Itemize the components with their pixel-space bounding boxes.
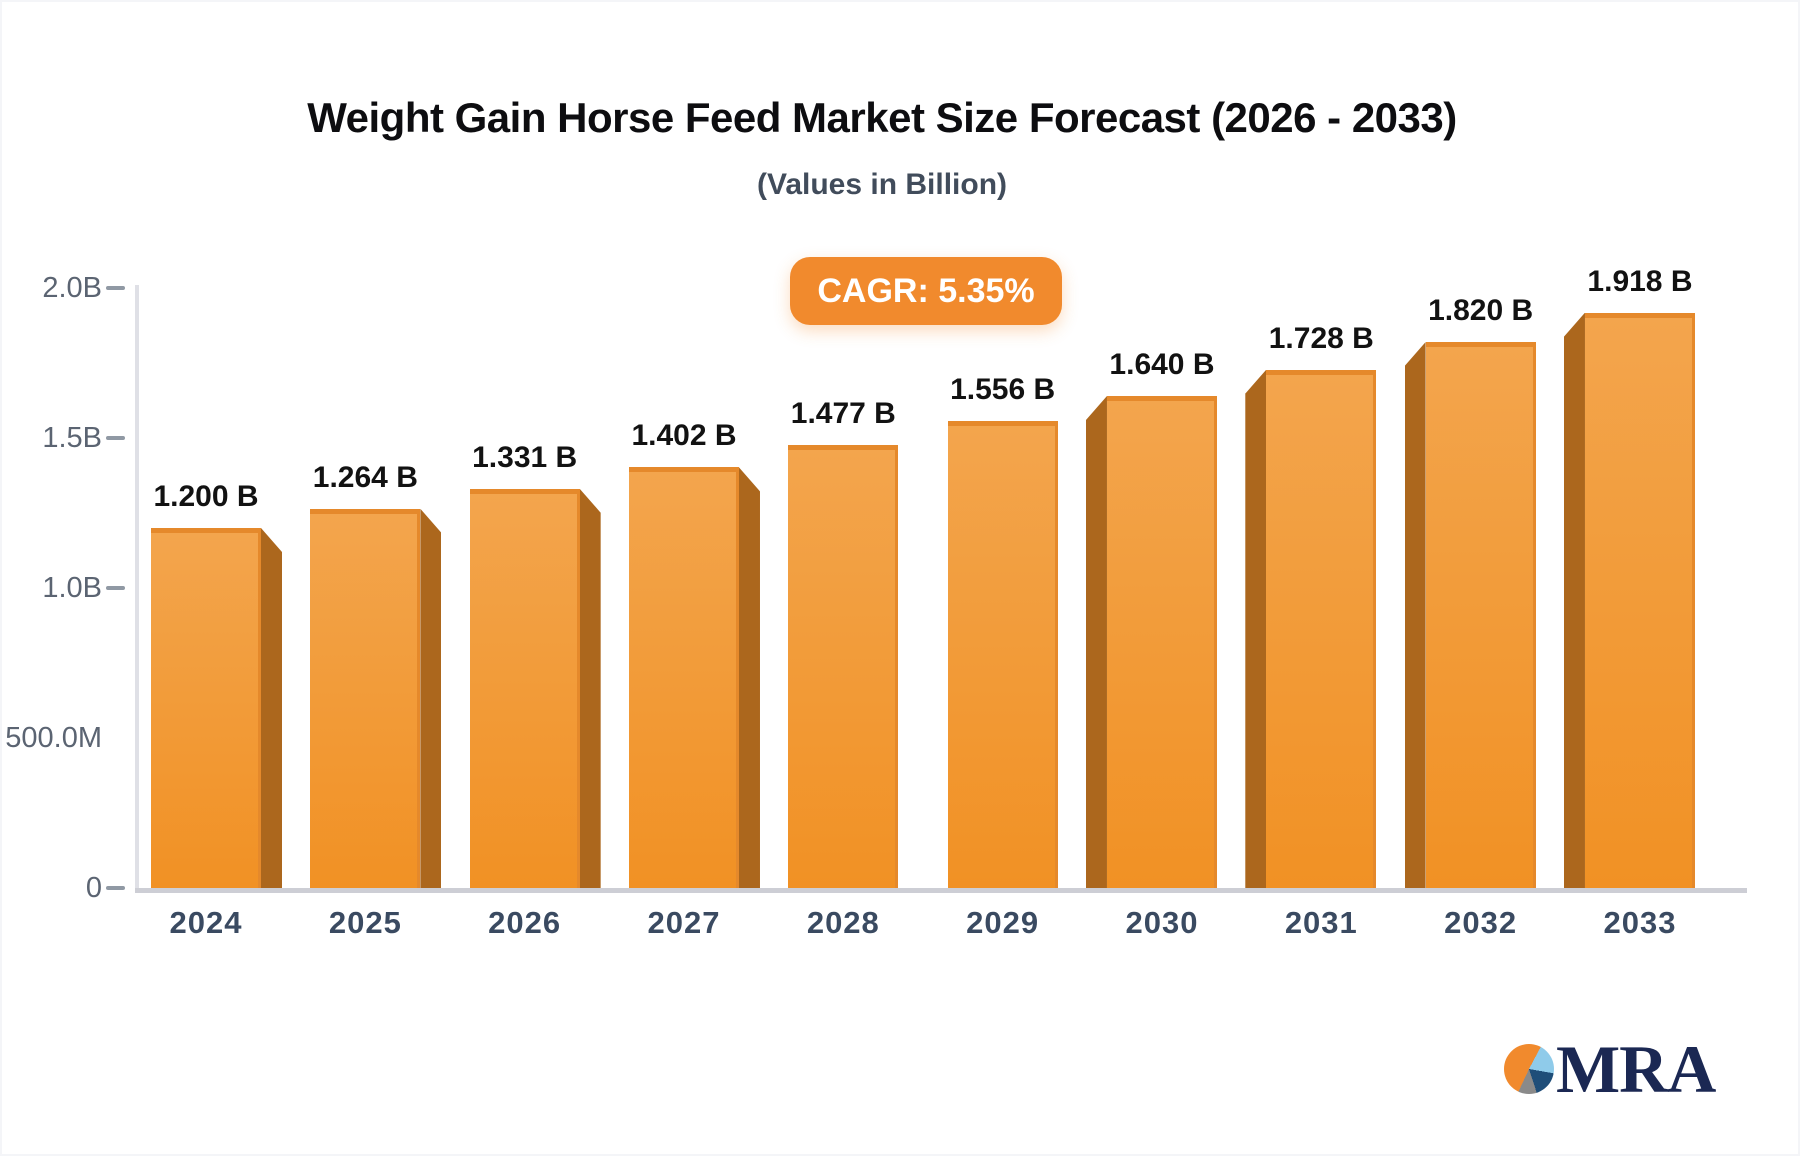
x-tick-label: 2033: [1603, 905, 1677, 940]
bar: [1425, 342, 1536, 888]
bar-side: [579, 488, 601, 888]
bar: [151, 528, 261, 888]
x-tick-label: 2032: [1444, 905, 1518, 940]
chart-title: Weight Gain Horse Feed Market Size Forec…: [307, 94, 1457, 141]
y-tick-mark: [106, 586, 125, 590]
brand-logo: MRA: [1504, 1031, 1716, 1107]
x-tick-label: 2027: [647, 905, 721, 940]
bar-side: [420, 508, 442, 888]
bar: [788, 444, 899, 888]
bar-value-label: 1.556 B: [950, 373, 1056, 407]
bar: [1584, 312, 1695, 888]
bar: [947, 421, 1058, 888]
y-tick-label: 2.0B: [42, 272, 102, 304]
bar-value-label: 1.331 B: [472, 440, 578, 474]
x-tick-label: 2029: [966, 905, 1040, 940]
x-tick-label: 2030: [1125, 905, 1199, 940]
bar: [310, 508, 421, 888]
bar-value-label: 1.918 B: [1587, 264, 1693, 298]
cagr-badge: CAGR: 5.35%: [790, 257, 1062, 325]
y-tick-label: 1.0B: [42, 572, 102, 604]
bar-side: [738, 467, 760, 888]
bar-value-label: 1.728 B: [1268, 321, 1374, 355]
y-tick-label: 500.0M: [5, 722, 102, 754]
x-tick-label: 2031: [1284, 905, 1358, 940]
bar-value-label: 1.820 B: [1428, 294, 1534, 327]
x-axis-line: [135, 888, 1747, 893]
bar-side: [1085, 396, 1107, 888]
y-tick-mark: [106, 286, 125, 290]
x-tick-label: 2024: [169, 905, 243, 940]
y-tick-label: 0: [85, 872, 102, 904]
bar-value-label: 1.477 B: [790, 396, 896, 430]
bar: [1266, 369, 1377, 888]
y-tick-label: 1.5B: [42, 422, 102, 454]
bar-value-label: 1.402 B: [631, 419, 737, 453]
y-axis-line: [135, 285, 139, 892]
bar-side: [1404, 342, 1426, 888]
bar: [628, 467, 739, 888]
bar-side: [1245, 369, 1267, 888]
chart-subtitle: (Values in Billion): [756, 168, 1008, 201]
x-tick-label: 2025: [328, 905, 402, 940]
brand-name: MRA: [1556, 1031, 1716, 1107]
x-tick-label: 2026: [488, 905, 562, 940]
bar-value-label: 1.264 B: [312, 460, 418, 494]
bar: [1106, 396, 1217, 888]
bar-value-label: 1.200 B: [153, 480, 259, 513]
bar-side: [261, 528, 282, 888]
bar: [469, 488, 580, 888]
x-tick-label: 2028: [806, 905, 880, 940]
y-tick-mark: [106, 886, 125, 890]
bar-side: [1563, 312, 1585, 888]
bar-value-label: 1.640 B: [1109, 348, 1215, 381]
y-tick-mark: [106, 436, 125, 440]
pie-chart-logo-icon: [1504, 1044, 1554, 1094]
